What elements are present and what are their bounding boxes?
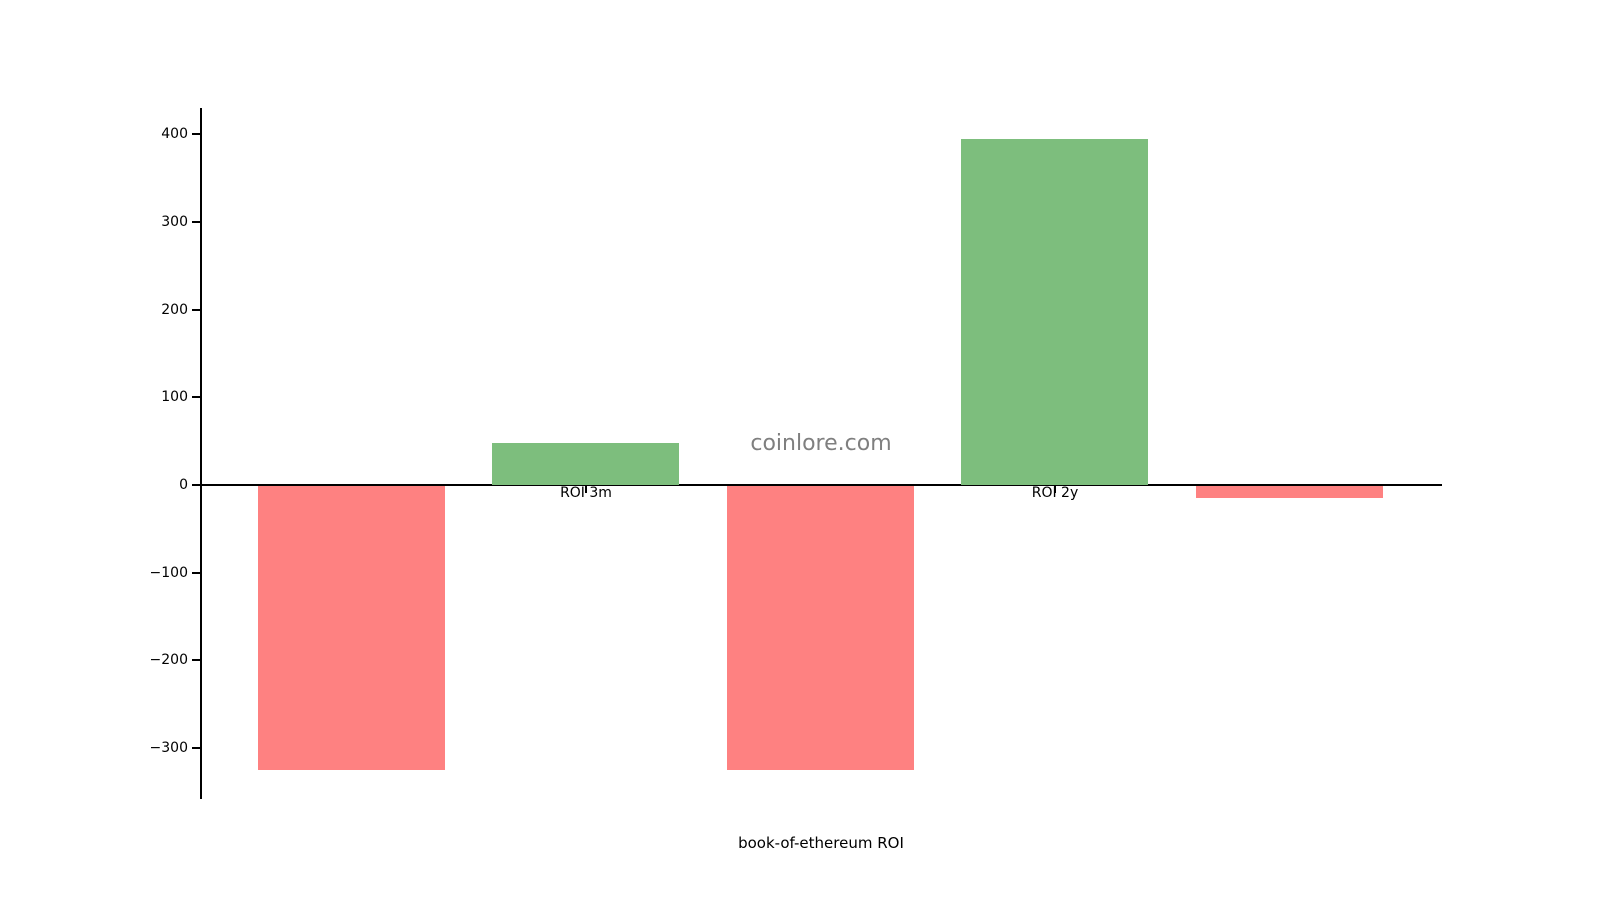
bar-unlabeled-2 [727, 486, 914, 770]
x-axis-zero-line [200, 484, 1442, 486]
bar-unlabeled-0 [258, 486, 445, 770]
y-tick-mark [192, 221, 200, 223]
y-tick-mark [192, 572, 200, 574]
x-tick-label: ROI 2y [1031, 485, 1079, 501]
y-tick-label: 100 [161, 389, 188, 405]
bar-roi-2y [961, 139, 1148, 485]
x-axis-title: book-of-ethereum ROI [738, 834, 904, 852]
bar-roi-3m [492, 443, 679, 485]
watermark-text: coinlore.com [750, 431, 892, 456]
y-tick-mark [192, 747, 200, 749]
y-axis-spine [200, 108, 202, 799]
y-tick-mark [192, 396, 200, 398]
x-tick-mark [585, 485, 587, 493]
y-tick-label: −200 [149, 652, 188, 668]
y-tick-label: 0 [179, 477, 188, 493]
y-tick-label: 200 [161, 302, 188, 318]
y-tick-mark [192, 309, 200, 311]
y-tick-label: 400 [161, 126, 188, 142]
y-tick-label: 300 [161, 214, 188, 230]
x-tick-label: ROI 3m [560, 485, 612, 501]
y-tick-mark [192, 659, 200, 661]
y-tick-label: −300 [149, 740, 188, 756]
bar-unlabeled-4 [1196, 486, 1383, 498]
y-tick-mark [192, 133, 200, 135]
x-tick-mark [1054, 485, 1056, 493]
y-tick-label: −100 [149, 565, 188, 581]
y-tick-mark [192, 484, 200, 486]
